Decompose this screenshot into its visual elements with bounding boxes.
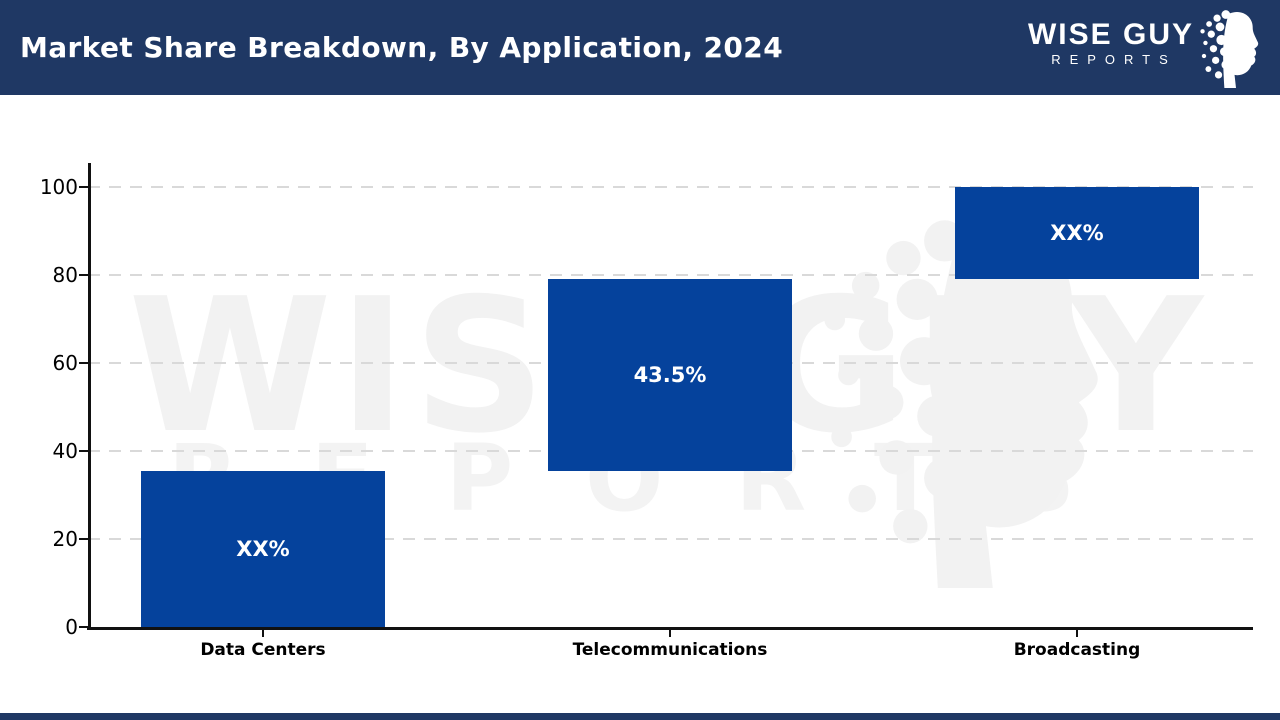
gridline-80: [88, 274, 1253, 276]
y-tick-label-100: 100: [39, 175, 78, 199]
y-tick-label-80: 80: [52, 263, 78, 287]
y-tick-label-40: 40: [52, 439, 78, 463]
x-tick-label-broadcasting: Broadcasting: [1013, 640, 1141, 660]
bar-value-label-telecommunications: 43.5%: [633, 363, 707, 388]
y-tick-mark-100: [79, 186, 88, 188]
gridline-100: [88, 186, 1253, 188]
y-tick-mark-0: [79, 626, 88, 628]
y-tick-label-60: 60: [52, 351, 78, 375]
x-tick-label-telecommunications: Telecommunications: [572, 640, 768, 660]
bar-telecommunications: 43.5%: [548, 279, 792, 471]
brand-logo: WISE GUY REPORTS: [1014, 6, 1264, 90]
y-axis-line: [88, 163, 91, 629]
gridline-20: [88, 538, 1253, 540]
y-tick-mark-40: [79, 450, 88, 452]
x-tick-mark-data-centers: [262, 629, 264, 637]
chart-title: Market Share Breakdown, By Application, …: [20, 31, 784, 64]
bar-value-label-data-centers: XX%: [236, 536, 290, 561]
y-tick-mark-20: [79, 538, 88, 540]
x-tick-mark-telecommunications: [669, 629, 671, 637]
bar-value-label-broadcasting: XX%: [1050, 221, 1104, 246]
brand-logo-subtitle: REPORTS: [1051, 52, 1177, 67]
x-tick-mark-broadcasting: [1076, 629, 1078, 637]
x-axis-line: [87, 627, 1253, 630]
plot-area: 0 20 40 60 80 100 XX% 43.5% XX% Data Centers Telec…: [0, 95, 1280, 713]
header-band: Market Share Breakdown, By Application, …: [0, 0, 1280, 95]
bar-broadcasting: XX%: [955, 187, 1199, 280]
y-tick-mark-60: [79, 362, 88, 364]
footer-band: [0, 713, 1280, 720]
brand-logo-name: WISE GUY: [1027, 18, 1194, 51]
brand-logo-text: WISE GUY REPORTS: [1028, 18, 1194, 68]
bar-data-centers: XX%: [141, 470, 385, 627]
y-tick-mark-80: [79, 274, 88, 276]
y-tick-label-20: 20: [52, 527, 78, 551]
y-tick-label-0: 0: [65, 615, 78, 639]
x-tick-label-data-centers: Data Centers: [200, 640, 326, 660]
brand-logo-face-icon: [1200, 10, 1259, 88]
